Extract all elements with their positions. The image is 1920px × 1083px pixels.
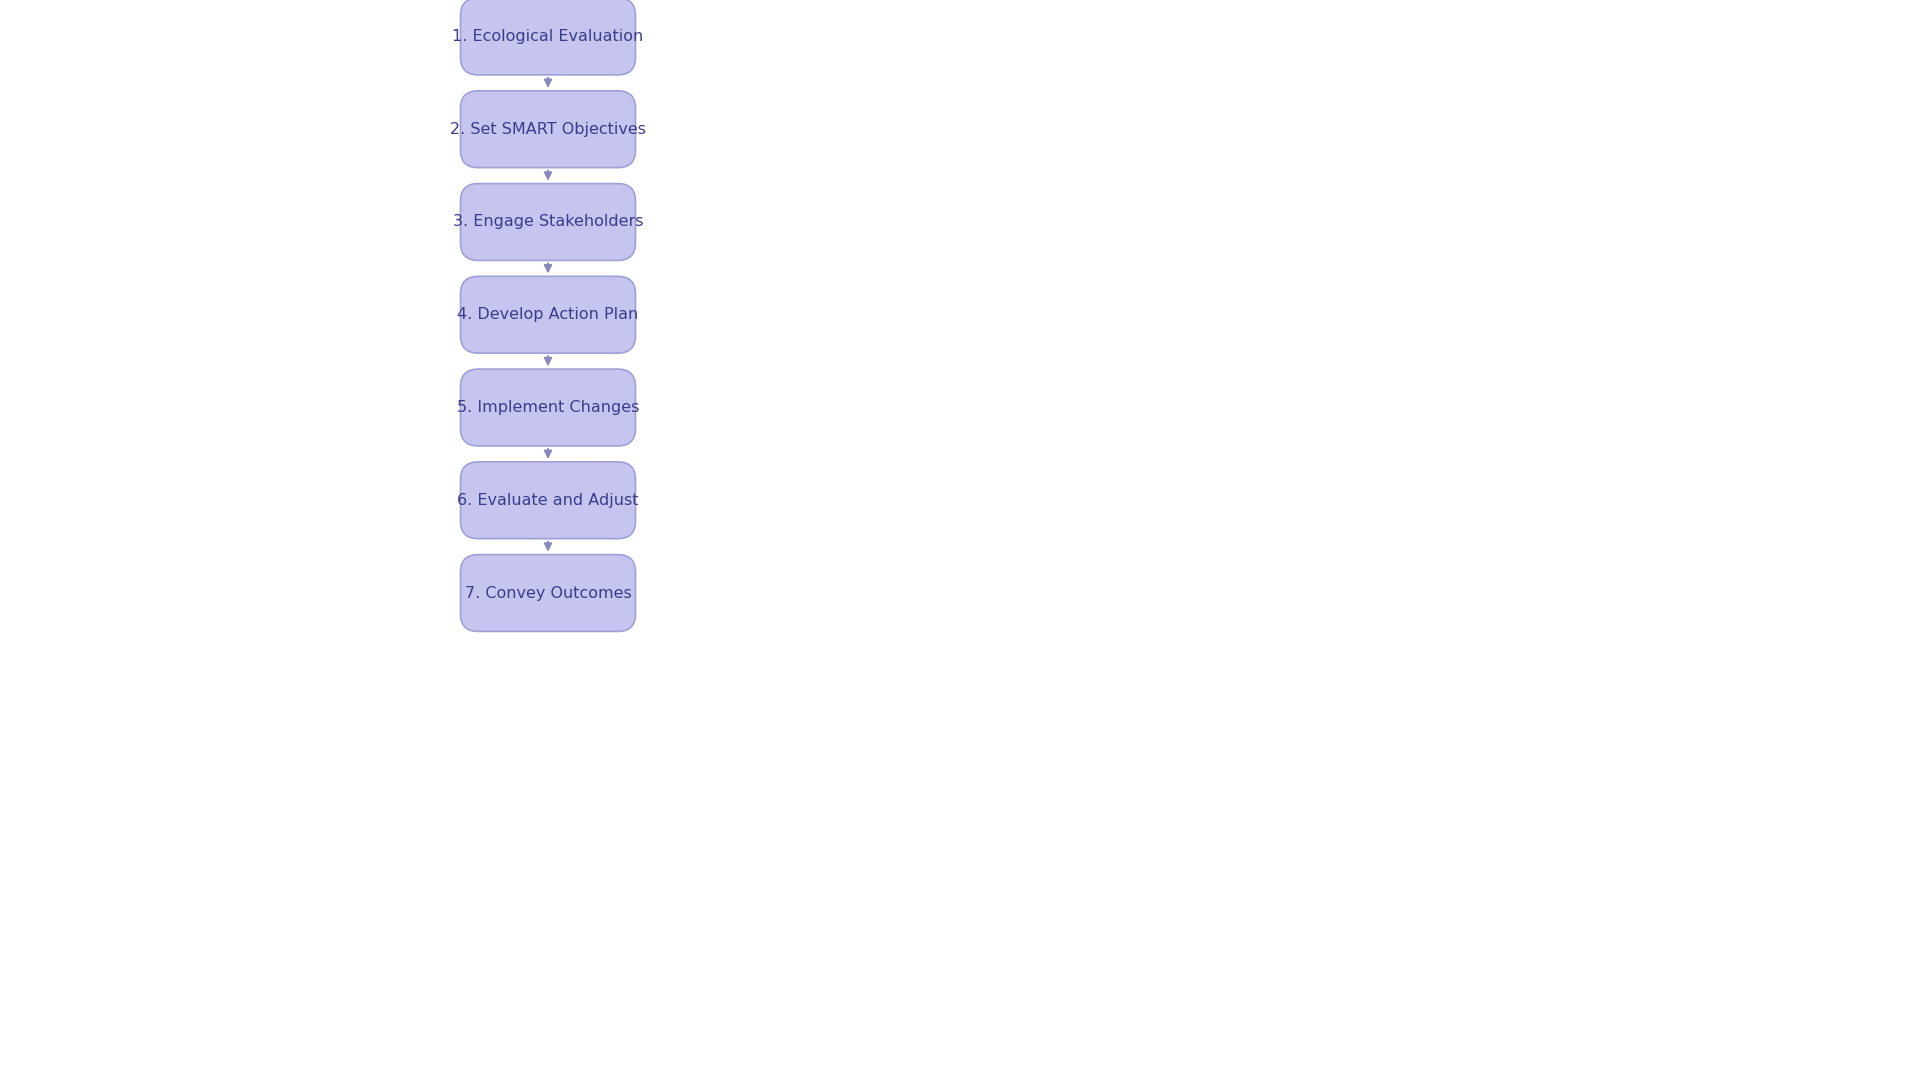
FancyBboxPatch shape [461,554,636,631]
Text: 2. Set SMART Objectives: 2. Set SMART Objectives [449,121,645,136]
Text: 7. Convey Outcomes: 7. Convey Outcomes [465,586,632,601]
FancyBboxPatch shape [461,369,636,446]
Text: 1. Ecological Evaluation: 1. Ecological Evaluation [453,29,643,44]
Text: 5. Implement Changes: 5. Implement Changes [457,400,639,415]
FancyBboxPatch shape [461,91,636,168]
Text: 4. Develop Action Plan: 4. Develop Action Plan [457,308,639,323]
FancyBboxPatch shape [461,0,636,75]
FancyBboxPatch shape [461,461,636,538]
Text: 3. Engage Stakeholders: 3. Engage Stakeholders [453,214,643,230]
FancyBboxPatch shape [461,184,636,260]
FancyBboxPatch shape [461,276,636,353]
Text: 6. Evaluate and Adjust: 6. Evaluate and Adjust [457,493,639,508]
